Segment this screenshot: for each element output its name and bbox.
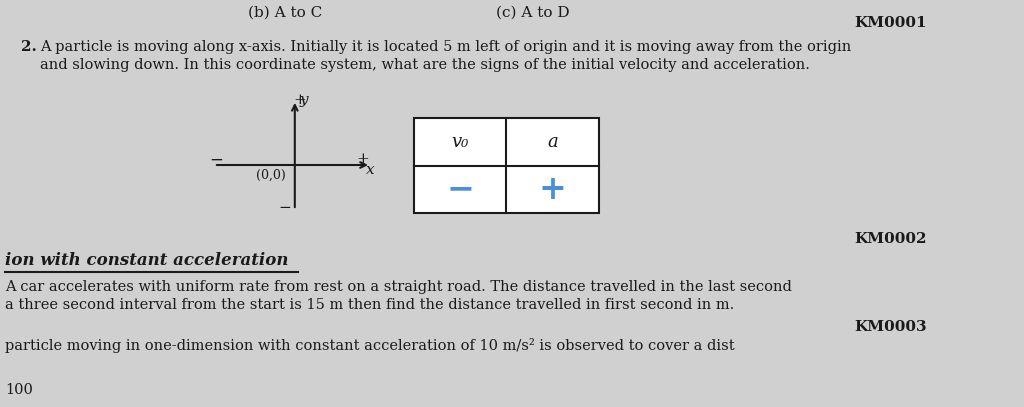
Text: particle moving in one-dimension with constant acceleration of 10 m/s² is observ: particle moving in one-dimension with co… bbox=[5, 338, 734, 353]
Text: −: − bbox=[279, 201, 291, 215]
Text: +: + bbox=[539, 173, 566, 206]
Bar bbox=[414, 118, 599, 213]
Text: A particle is moving along x-axis. Initially it is located 5 m left of origin an: A particle is moving along x-axis. Initi… bbox=[40, 40, 851, 54]
Text: ion with constant acceleration: ion with constant acceleration bbox=[5, 252, 288, 269]
Text: (b) A to C: (b) A to C bbox=[248, 6, 323, 20]
Text: +: + bbox=[356, 152, 370, 166]
Text: 2.: 2. bbox=[20, 40, 37, 54]
Text: −: − bbox=[209, 152, 223, 169]
Text: +: + bbox=[293, 93, 305, 107]
Text: KM0003: KM0003 bbox=[855, 320, 927, 334]
Text: x: x bbox=[367, 163, 375, 177]
Text: (0,0): (0,0) bbox=[256, 169, 286, 182]
Text: a three second interval from the start is 15 m then find the distance travelled : a three second interval from the start i… bbox=[5, 298, 734, 312]
Text: a: a bbox=[548, 133, 558, 151]
Text: A car accelerates with uniform rate from rest on a straight road. The distance t: A car accelerates with uniform rate from… bbox=[5, 280, 792, 294]
Text: (c) A to D: (c) A to D bbox=[496, 6, 569, 20]
Text: y: y bbox=[300, 93, 308, 107]
Text: KM0001: KM0001 bbox=[855, 16, 927, 30]
Text: and slowing down. In this coordinate system, what are the signs of the initial v: and slowing down. In this coordinate sys… bbox=[40, 58, 810, 72]
Text: KM0002: KM0002 bbox=[855, 232, 927, 246]
Text: 100: 100 bbox=[5, 383, 33, 397]
Text: −: − bbox=[446, 173, 474, 206]
Text: v₀: v₀ bbox=[452, 133, 469, 151]
